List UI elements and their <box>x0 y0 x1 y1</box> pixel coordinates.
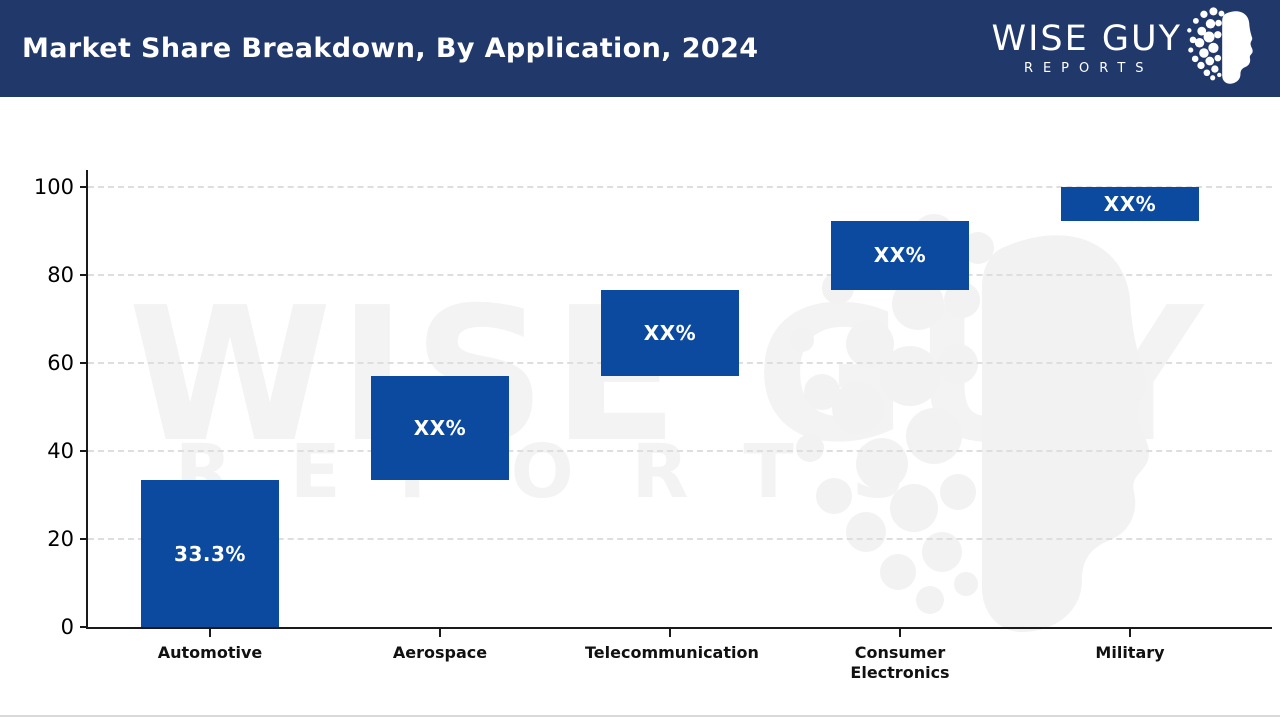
watermark-head-icon <box>790 214 1149 632</box>
y-gridline-20 <box>88 538 1272 540</box>
logo-subtitle: REPORTS <box>1023 60 1154 76</box>
bar-telecommunication: XX% <box>601 289 739 377</box>
page-title: Market Share Breakdown, By Application, … <box>22 33 759 64</box>
bar-value-label-military: XX% <box>1103 191 1157 216</box>
y-tick-20 <box>80 538 88 540</box>
y-axis <box>86 170 88 629</box>
x-tick-consumer-electronics <box>899 629 901 637</box>
x-axis-label-telecommunication: Telecommunication <box>585 643 759 662</box>
bar-aerospace: XX% <box>371 376 509 481</box>
watermark-subtitle: REPORTS <box>175 429 964 515</box>
y-tick-100 <box>80 186 88 188</box>
x-tick-aerospace <box>439 629 441 637</box>
bar-value-label-consumer-electronics: XX% <box>873 243 927 268</box>
y-tick-0 <box>80 626 88 628</box>
y-tick-label-100: 100 <box>33 175 74 199</box>
x-axis-label-consumer-electronics: Consumer Electronics <box>850 643 950 682</box>
bar-value-label-aerospace: XX% <box>413 416 467 441</box>
y-tick-label-0: 0 <box>60 615 74 639</box>
y-tick-40 <box>80 450 88 452</box>
logo-text: WISE GUY REPORTS <box>991 18 1182 76</box>
y-tick-label-60: 60 <box>47 351 74 375</box>
x-axis <box>86 627 1272 629</box>
logo-head-icon <box>1187 6 1253 84</box>
y-gridline-40 <box>88 450 1272 452</box>
x-tick-military <box>1129 629 1131 637</box>
x-axis-label-automotive: Automotive <box>157 643 263 662</box>
y-tick-80 <box>80 274 88 276</box>
y-tick-60 <box>80 362 88 364</box>
y-gridline-100 <box>88 186 1272 188</box>
y-gridline-80 <box>88 274 1272 276</box>
bar-value-label-automotive: 33.3% <box>174 541 246 566</box>
bar-consumer-electronics: XX% <box>831 220 969 290</box>
x-tick-telecommunication <box>669 629 671 637</box>
bar-value-label-telecommunication: XX% <box>643 321 697 346</box>
x-axis-label-aerospace: Aerospace <box>392 643 488 662</box>
wise-guy-logo: WISE GUY REPORTS <box>991 6 1262 91</box>
footer-divider <box>0 715 1280 717</box>
y-tick-label-20: 20 <box>47 527 74 551</box>
logo-wordmark: WISE GUY <box>991 18 1182 59</box>
x-axis-label-military: Military <box>1095 643 1165 662</box>
y-tick-label-40: 40 <box>47 439 74 463</box>
chart-header: Market Share Breakdown, By Application, … <box>0 0 1280 97</box>
bar-automotive: 33.3% <box>141 480 279 627</box>
chart-plot-area: WISE GUY REPORTS 0 20 40 60 80 100 Automotive A… <box>0 97 1280 720</box>
bar-military: XX% <box>1061 187 1199 221</box>
x-tick-automotive <box>209 629 211 637</box>
y-tick-label-80: 80 <box>47 263 74 287</box>
